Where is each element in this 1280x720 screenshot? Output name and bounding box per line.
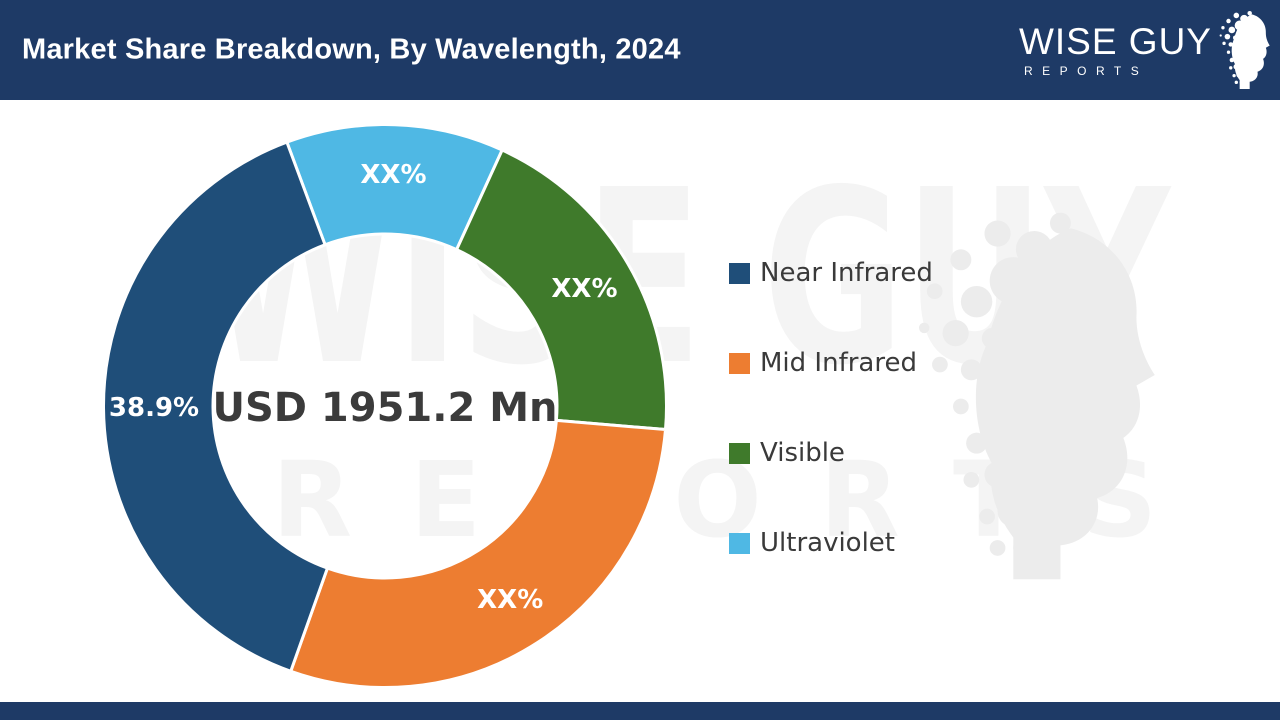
legend-item-visible: Visible — [729, 433, 933, 473]
slice-label-visible: XX% — [551, 274, 618, 305]
legend-swatch-near-infrared — [729, 262, 750, 284]
footer-bar — [0, 702, 1280, 720]
legend-label-ultraviolet: Ultraviolet — [760, 528, 896, 558]
chart-legend: Near Infrared Mid Infrared Visible Ultravio… — [729, 253, 933, 613]
legend-item-ultraviolet: Ultraviolet — [729, 523, 933, 563]
legend-label-mid-infrared: Mid Infrared — [760, 348, 917, 378]
wise-guy-reports-logo: WISE GUY REPORTS — [1019, 8, 1272, 92]
chart-canvas: WISE GUY REPORTS USD 1951.2 Mn XX% XX% XX%… — [0, 100, 1280, 702]
legend-item-mid-infrared: Mid Infrared — [729, 343, 933, 383]
legend-swatch-visible — [729, 442, 750, 464]
donut-chart: USD 1951.2 Mn XX% XX% XX% 38.9% — [102, 123, 668, 689]
logo-head-icon — [1214, 11, 1272, 89]
logo-text: WISE GUY REPORTS — [1019, 23, 1212, 78]
legend-swatch-ultraviolet — [729, 532, 750, 554]
watermark-head-icon — [898, 212, 1160, 580]
header-bar: Market Share Breakdown, By Wavelength, 2… — [0, 0, 1280, 100]
slice-label-near-infrared: 38.9% — [108, 392, 200, 423]
logo-wordmark: WISE GUY — [1018, 20, 1212, 62]
page-title: Market Share Breakdown, By Wavelength, 2… — [22, 33, 681, 66]
donut-segment-near-infrared — [102, 140, 329, 673]
legend-label-near-infrared: Near Infrared — [760, 258, 933, 288]
logo-subtitle: REPORTS — [1023, 63, 1149, 78]
legend-swatch-mid-infrared — [729, 352, 750, 374]
donut-svg — [102, 123, 668, 689]
legend-item-near-infrared: Near Infrared — [729, 253, 933, 293]
slice-label-mid-infrared: XX% — [477, 585, 544, 616]
slice-label-ultraviolet: XX% — [360, 160, 427, 191]
chart-center-value: USD 1951.2 Mn — [212, 385, 558, 431]
donut-segment-mid-infrared — [289, 418, 668, 689]
donut-segment-visible — [455, 148, 668, 432]
legend-label-visible: Visible — [760, 438, 845, 468]
